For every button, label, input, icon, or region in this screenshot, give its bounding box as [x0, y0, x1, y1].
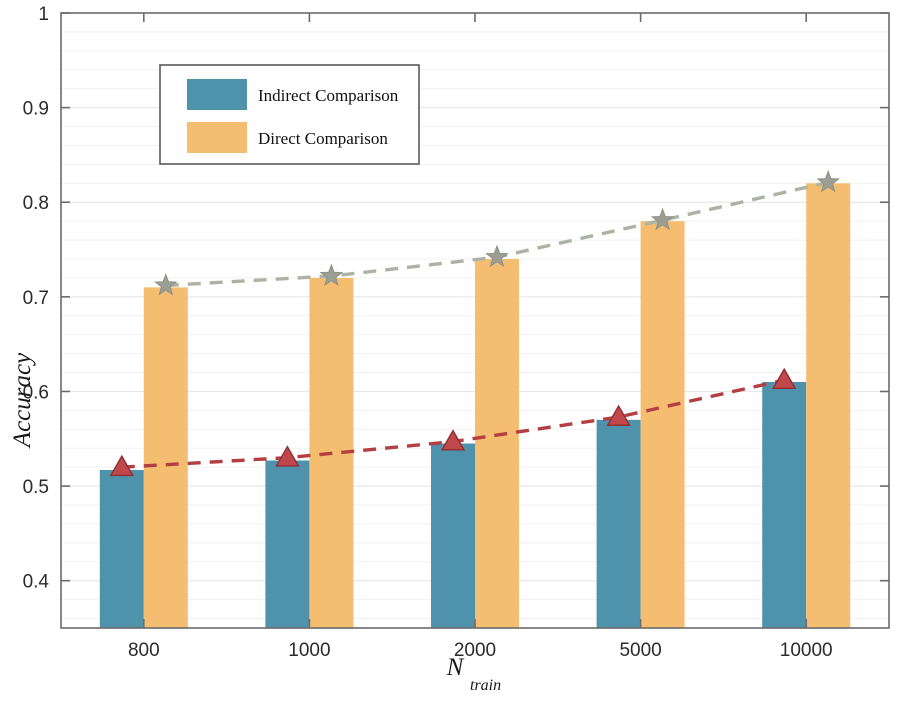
- marker-star-800: [153, 273, 178, 296]
- legend-label-indirect: Indirect Comparison: [258, 86, 399, 105]
- y-tick-label: 0.5: [23, 477, 49, 498]
- x-axis-title-subscript: train: [470, 677, 501, 694]
- bar-indirect-5000: [596, 419, 641, 628]
- marker-triangle-2000: [440, 429, 466, 451]
- bar-direct-800: [143, 287, 188, 628]
- y-tick-label: 0.9: [23, 99, 49, 120]
- markers-direct-star: [153, 169, 841, 296]
- marker-star-5000: [650, 207, 675, 231]
- bar-indirect-1000: [265, 460, 310, 628]
- marker-triangle-10000: [771, 367, 797, 390]
- marker-triangle-1000: [275, 445, 300, 467]
- x-tick-label: 800: [128, 640, 160, 661]
- y-axis-ticks: [61, 12, 889, 582]
- legend-label-direct: Direct Comparison: [258, 129, 388, 148]
- marker-star-2000: [485, 244, 509, 268]
- x-tick-label: 5000: [619, 640, 661, 661]
- x-axis-title: N: [446, 654, 465, 681]
- x-axis-tick-labels: 800 1000 2000 5000 10000: [128, 640, 833, 661]
- y-tick-label: 0.8: [23, 193, 49, 214]
- x-tick-label: 2000: [454, 640, 496, 661]
- bar-direct-5000: [640, 221, 685, 628]
- marker-triangle-5000: [606, 404, 631, 426]
- bar-direct-10000: [806, 183, 851, 628]
- y-tick-label: 0.6: [23, 382, 49, 403]
- marker-star-10000: [816, 169, 841, 193]
- y-axis-title: Accuracy: [9, 352, 36, 449]
- bar-direct-2000: [475, 259, 519, 628]
- chart-legend: Indirect Comparison Direct Comparison: [159, 64, 420, 165]
- y-tick-label: 0.4: [23, 572, 50, 593]
- x-tick-label: 1000: [288, 640, 330, 661]
- bar-indirect-10000: [762, 382, 807, 628]
- y-tick-label: 1: [38, 4, 49, 25]
- legend-swatch-indirect: [187, 79, 247, 110]
- y-tick-label: 0.7: [23, 288, 49, 309]
- markers-indirect-triangle: [109, 367, 797, 477]
- bar-series-indirect: [99, 382, 807, 628]
- marker-triangle-800: [109, 454, 135, 477]
- x-axis-ticks: [143, 13, 808, 628]
- bar-indirect-800: [99, 469, 144, 628]
- y-axis-tick-labels: 0.4 0.5 0.6 0.7 0.8 0.9 1: [23, 4, 50, 593]
- x-tick-label: 10000: [780, 640, 833, 661]
- bar-indirect-2000: [431, 443, 475, 628]
- legend-swatch-direct: [187, 122, 247, 153]
- marker-star-1000: [319, 263, 344, 287]
